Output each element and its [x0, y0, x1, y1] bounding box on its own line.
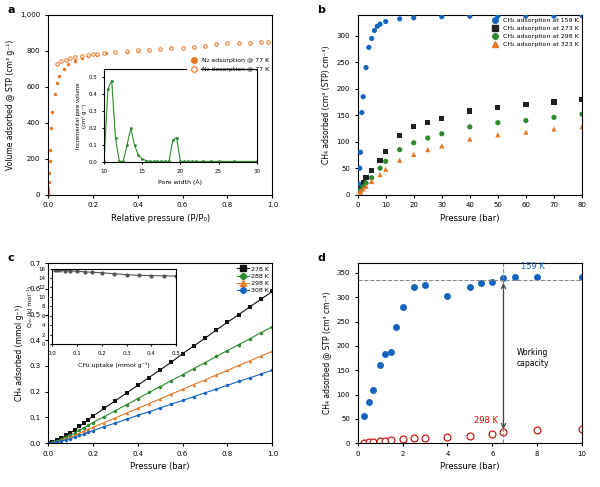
- Point: [423, 118, 433, 126]
- Point: [356, 187, 365, 195]
- Point: [353, 190, 363, 198]
- Point: [381, 18, 391, 25]
- Point: [521, 128, 531, 136]
- X-axis label: Relative pressure (P/P₀): Relative pressure (P/P₀): [110, 214, 210, 223]
- Text: b: b: [317, 5, 325, 15]
- Point: [409, 150, 419, 158]
- Point: [577, 12, 587, 19]
- Point: [549, 12, 559, 20]
- Point: [437, 142, 446, 150]
- Point: [354, 190, 364, 198]
- Point: [409, 139, 419, 147]
- X-axis label: Pressure (bar): Pressure (bar): [440, 214, 500, 223]
- Point: [549, 125, 559, 133]
- Point: [355, 186, 365, 194]
- Point: [358, 185, 368, 193]
- Point: [577, 95, 587, 103]
- Legend: N₂ adsorption @ 77 K, N₂ desorption @ 77 K: N₂ adsorption @ 77 K, N₂ desorption @ 77…: [188, 58, 269, 72]
- Point: [375, 20, 385, 28]
- Point: [437, 114, 446, 122]
- Point: [375, 156, 385, 164]
- Legend: CH₄ adsorption at 159 K, CH₄ adsorption at 273 K, CH₄ adsorption at 298 K, CH₄ a: CH₄ adsorption at 159 K, CH₄ adsorption …: [488, 18, 579, 47]
- Point: [356, 187, 365, 194]
- Text: Working
capacity: Working capacity: [517, 348, 550, 368]
- Point: [423, 146, 433, 153]
- Point: [367, 174, 376, 182]
- Point: [364, 43, 374, 51]
- Text: 298 K: 298 K: [475, 416, 499, 425]
- Point: [356, 185, 365, 192]
- Y-axis label: CH₄ adsorbed (cm³ (STP) cm⁻³): CH₄ adsorbed (cm³ (STP) cm⁻³): [322, 45, 331, 164]
- Point: [521, 12, 531, 20]
- Point: [367, 178, 376, 186]
- Text: a: a: [8, 5, 15, 15]
- Legend: 278 K, 288 K, 298 K, 308 K: 278 K, 288 K, 298 K, 308 K: [237, 266, 269, 293]
- Point: [355, 187, 365, 195]
- Point: [493, 103, 503, 111]
- Point: [395, 156, 404, 164]
- Text: d: d: [317, 253, 325, 263]
- Point: [395, 15, 404, 23]
- Point: [361, 64, 371, 72]
- Point: [375, 170, 385, 178]
- Point: [465, 135, 475, 143]
- Point: [354, 188, 364, 196]
- Point: [361, 182, 371, 190]
- Point: [367, 35, 376, 42]
- Point: [493, 119, 503, 127]
- Point: [356, 149, 365, 156]
- Point: [358, 179, 368, 187]
- Point: [465, 123, 475, 131]
- Point: [465, 107, 475, 115]
- Point: [353, 190, 363, 198]
- Point: [423, 134, 433, 142]
- Point: [353, 188, 363, 196]
- Point: [409, 14, 419, 22]
- Point: [493, 12, 503, 20]
- Text: c: c: [8, 253, 14, 263]
- Point: [367, 167, 376, 175]
- Point: [358, 183, 368, 190]
- Point: [437, 130, 446, 138]
- Point: [577, 110, 587, 118]
- Point: [354, 189, 364, 197]
- Point: [577, 123, 587, 131]
- Point: [353, 190, 363, 198]
- Point: [354, 180, 364, 188]
- Point: [361, 179, 371, 187]
- Point: [358, 93, 368, 101]
- Point: [370, 27, 379, 35]
- X-axis label: Pressure (bar): Pressure (bar): [440, 462, 500, 471]
- Point: [381, 148, 391, 155]
- Point: [381, 157, 391, 165]
- Point: [375, 164, 385, 172]
- Y-axis label: Volume adsorbed @ STP (cm³ g⁻¹): Volume adsorbed @ STP (cm³ g⁻¹): [5, 39, 14, 170]
- Point: [395, 131, 404, 139]
- Point: [361, 173, 371, 181]
- Point: [373, 22, 382, 30]
- Point: [355, 164, 365, 172]
- Y-axis label: CH₄ adsorbed (mmol g⁻¹): CH₄ adsorbed (mmol g⁻¹): [14, 305, 23, 401]
- Text: 159 K: 159 K: [521, 262, 545, 271]
- Point: [409, 123, 419, 131]
- Point: [549, 113, 559, 121]
- Point: [493, 131, 503, 139]
- Point: [549, 98, 559, 106]
- Point: [357, 109, 367, 116]
- Y-axis label: CH₄ adsorbed @ STP (cm³ cm⁻³): CH₄ adsorbed @ STP (cm³ cm⁻³): [322, 292, 331, 414]
- Point: [521, 116, 531, 124]
- Point: [381, 166, 391, 173]
- Point: [355, 188, 365, 196]
- Point: [465, 12, 475, 20]
- Point: [521, 101, 531, 109]
- Point: [437, 13, 446, 20]
- Point: [395, 146, 404, 153]
- X-axis label: Pressure (bar): Pressure (bar): [130, 462, 190, 471]
